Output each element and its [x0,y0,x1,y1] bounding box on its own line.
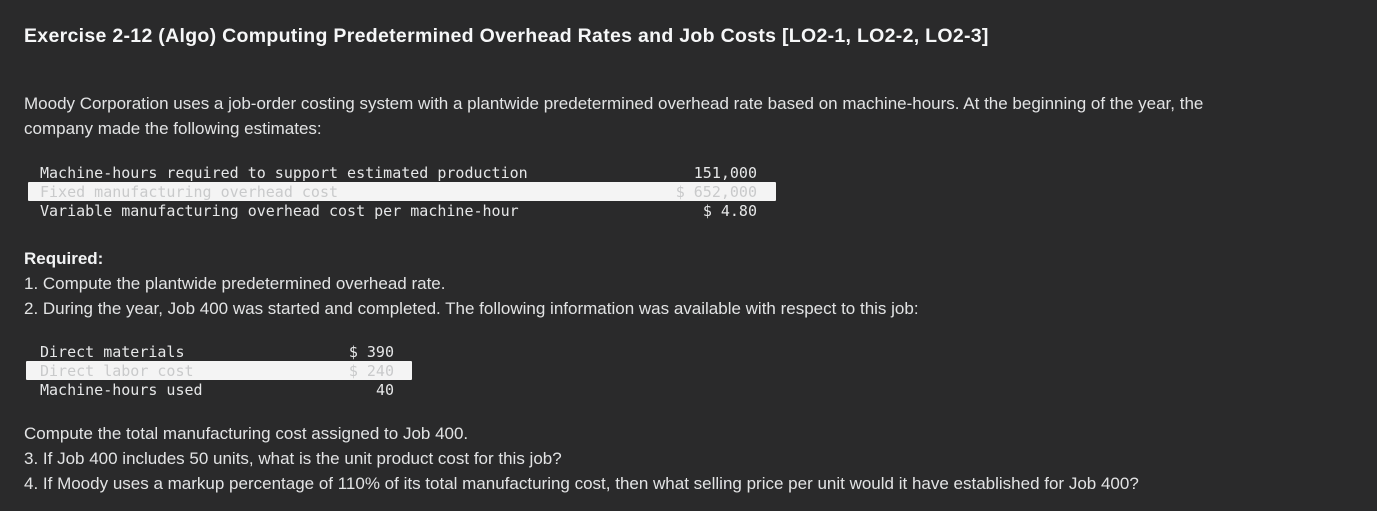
row-label: Variable manufacturing overhead cost per… [40,201,519,220]
exercise-page: Exercise 2-12 (Algo) Computing Predeterm… [24,25,1353,496]
exercise-title: Exercise 2-12 (Algo) Computing Predeterm… [24,25,989,47]
row-label: Direct labor cost [40,361,194,380]
table-row-highlighted: Direct labor cost $ 240 [26,361,412,380]
row-label: Fixed manufacturing overhead cost [40,182,339,201]
question-compute-total: Compute the total manufacturing cost ass… [24,424,469,443]
row-value: $ 652,000 [675,182,757,201]
requirement-item-1: 1. Compute the plantwide predetermined o… [24,274,446,293]
row-label: Machine-hours required to support estima… [40,163,528,182]
row-value: $ 390 [348,342,394,361]
row-value: $ 4.80 [702,201,757,220]
table-row: Direct materials $ 390 [26,342,412,361]
table-row: Variable manufacturing overhead cost per… [28,201,776,220]
table-row-highlighted: Fixed manufacturing overhead cost $ 652,… [28,182,776,201]
intro-paragraph: Moody Corporation uses a job-order costi… [24,94,1204,138]
table-row: Machine-hours required to support estima… [28,163,776,182]
question-3: 3. If Job 400 includes 50 units, what is… [24,449,562,468]
requirement-item-2: 2. During the year, Job 400 was started … [24,299,919,318]
question-4: 4. If Moody uses a markup percentage of … [24,474,1139,493]
table-row: Machine-hours used 40 [26,380,412,399]
required-heading: Required: [24,249,104,268]
row-label: Direct materials [40,342,185,361]
row-label: Machine-hours used [40,380,203,399]
row-value: 151,000 [693,163,757,182]
row-value: $ 240 [348,361,394,380]
questions-block: Compute the total manufacturing cost ass… [24,421,1353,496]
estimates-table: Machine-hours required to support estima… [28,163,776,220]
row-value: 40 [375,380,394,399]
job-400-table: Direct materials $ 390 Direct labor cost… [26,342,412,399]
